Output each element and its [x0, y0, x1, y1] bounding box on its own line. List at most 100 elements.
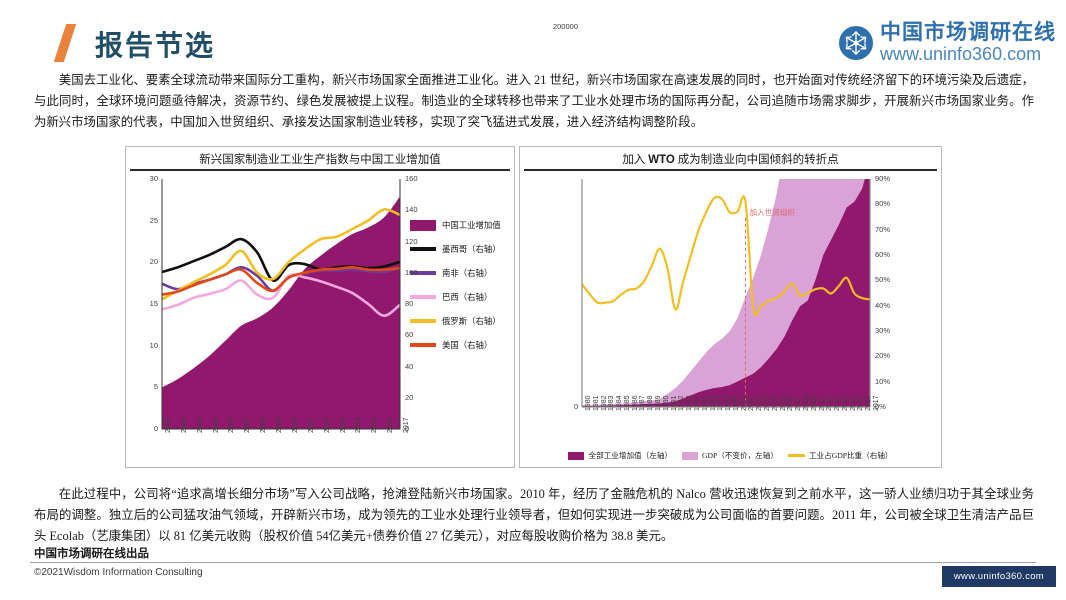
x-axis-tick-label: 2006 — [787, 395, 795, 411]
x-axis-tick-label: 1995 — [701, 395, 709, 411]
x-axis-tick-label: 2015 — [371, 417, 379, 433]
legend-swatch — [410, 271, 436, 275]
legend-label: 美国（右轴） — [442, 341, 493, 350]
legend-item[interactable]: 工业占GDP比重（右轴） — [787, 450, 893, 461]
chart-right-title-bold: WTO — [648, 154, 675, 166]
slide-header: 报告节选 中国市场调研在线 www.unin — [0, 0, 1066, 72]
accent-slash-icon — [53, 24, 77, 62]
x-axis-tick-label: 1984 — [616, 395, 624, 411]
x-axis-tick-label: 2014 — [355, 417, 363, 433]
legend-swatch — [410, 295, 436, 299]
axis-tick-label: 20 — [405, 392, 414, 402]
page-title: 报告节选 — [95, 30, 216, 61]
x-axis-tick-label: 2000 — [740, 395, 748, 411]
legend-swatch — [410, 219, 436, 231]
x-axis-tick-label: 1993 — [686, 395, 694, 411]
x-axis-tick-label: 1992 — [678, 395, 686, 411]
axis-tick-label: 20% — [875, 351, 891, 361]
legend-label: GDP（不变价，左轴） — [702, 451, 778, 460]
x-axis-tick-label: 2010 — [291, 417, 299, 433]
legend-item[interactable]: 全部工业增加值（左轴） — [568, 450, 672, 461]
legend-label: 中国工业增加值 — [442, 221, 501, 230]
x-axis-tick-label: 1985 — [623, 395, 631, 411]
x-axis-tick-label: 2004 — [771, 395, 779, 411]
axis-tick-label: 0 — [573, 402, 578, 411]
charts-container: 新兴国家制造业工业生产指数与中国工业增加值 中国工业增加值 墨西哥（右轴） 南非（右… — [125, 22, 942, 468]
x-axis-tick-label: 2017 — [403, 417, 410, 433]
series-line — [582, 195, 870, 317]
x-axis-tick-label: 1994 — [693, 395, 701, 411]
axis-tick-label: 20 — [149, 257, 158, 267]
axis-tick-label: 60% — [875, 250, 891, 259]
legend-swatch — [410, 319, 436, 323]
legend-label: 墨西哥（右轴） — [442, 245, 501, 254]
legend-label: 俄罗斯（右轴） — [442, 317, 501, 326]
x-axis-tick-label: 2002 — [165, 417, 172, 433]
axis-tick-label: 10 — [149, 340, 158, 350]
chart-left: 新兴国家制造业工业生产指数与中国工业增加值 中国工业增加值 墨西哥（右轴） 南非（右… — [125, 146, 515, 468]
axis-tick-label: 40% — [875, 300, 891, 310]
x-axis-tick-label: 2005 — [212, 417, 220, 433]
legend-swatch — [410, 247, 436, 251]
chart-right-title-prefix: 加入 — [622, 154, 649, 166]
axis-tick-label: 80% — [875, 199, 891, 209]
axis-tick-label: 15 — [149, 299, 158, 308]
legend-item[interactable]: 中国工业增加值 — [410, 213, 514, 237]
x-axis-tick-label: 2001 — [748, 395, 756, 411]
x-axis-tick-label: 1990 — [662, 395, 670, 411]
axis-tick-label: 200000 — [552, 22, 578, 31]
x-axis-tick-label: 2015 — [857, 395, 865, 411]
axis-tick-label: 40 — [405, 361, 414, 371]
chart-right-title: 加入 WTO 成为制造业向中国倾斜的转折点 — [520, 151, 941, 167]
legend-label: 南非（右轴） — [442, 269, 493, 278]
chart-right-plot — [581, 179, 871, 408]
legend-label: 工业占GDP比重（右轴） — [808, 451, 893, 460]
chart-left-plot — [161, 179, 401, 430]
footer-copyright: ©2021Wisdom Information Consulting — [34, 567, 203, 578]
chart-left-legend: 中国工业增加值 墨西哥（右轴） 南非（右轴） 巴西（右轴） 俄罗斯（右轴） 美国（右轴） — [410, 213, 514, 357]
axis-tick-label: 0% — [875, 402, 886, 411]
intro-paragraph: 美国去工业化、要素全球流动带来国际分工重构，新兴市场国家全面推进工业化。进入 2… — [34, 73, 1034, 129]
legend-item[interactable]: 俄罗斯（右轴） — [410, 309, 514, 333]
chart-left-title: 新兴国家制造业工业生产指数与中国工业增加值 — [199, 154, 441, 166]
x-axis-tick-label: 1982 — [600, 395, 608, 411]
x-axis-tick-label: 1991 — [670, 395, 678, 411]
chart-canvas — [162, 196, 400, 429]
legend-item[interactable]: 墨西哥（右轴） — [410, 237, 514, 261]
axis-tick-label: 30 — [149, 174, 158, 183]
axis-tick-label: 10% — [875, 376, 891, 386]
x-axis-tick-label: 2003 — [180, 417, 188, 433]
x-axis-tick-label: 1986 — [631, 395, 639, 411]
axis-tick-label: 120 — [405, 236, 418, 246]
axis-spine — [581, 179, 871, 408]
x-axis-tick-label: 2011 — [826, 395, 834, 411]
x-axis-tick-label: 2007 — [795, 395, 803, 411]
x-axis-tick-label: 2016 — [387, 417, 395, 433]
x-axis-tick-label: 1987 — [639, 395, 647, 411]
chart-canvas — [581, 179, 871, 408]
axis-tick-label: 50% — [875, 275, 891, 285]
axis-tick-label: 160 — [405, 174, 418, 183]
legend-item[interactable]: 南非（右轴） — [410, 261, 514, 285]
axis-tick-label: 30% — [875, 326, 891, 335]
x-axis-tick-label: 2016 — [865, 395, 873, 411]
legend-item[interactable]: GDP（不变价，左轴） — [682, 450, 778, 461]
legend-item[interactable]: 美国（右轴） — [410, 333, 514, 357]
axis-tick-label: 140 — [405, 205, 418, 215]
x-axis-tick-label: 2006 — [228, 417, 236, 433]
axis-tick-label: 70% — [875, 224, 891, 234]
x-axis-tick-label: 1989 — [655, 395, 663, 411]
chart-right: 加入 WTO 成为制造业向中国倾斜的转折点 加入世贸组织 全部工业增加值（左轴）… — [519, 22, 942, 468]
x-axis-tick-label: 2013 — [841, 395, 849, 411]
x-axis-tick-label: 2009 — [276, 417, 284, 433]
legend-label: 巴西（右轴） — [442, 293, 493, 302]
legend-item[interactable]: 巴西（右轴） — [410, 285, 514, 309]
footer-url-badge[interactable]: www.uninfo360.com — [941, 566, 1056, 587]
series-area — [582, 179, 870, 407]
x-axis-tick-label: 1997 — [717, 395, 725, 411]
footer-produced-by: 中国市场调研在线出品 — [34, 548, 149, 560]
snowflake-logo-icon — [839, 25, 873, 60]
x-axis-tick-label: 1981 — [592, 395, 600, 411]
x-axis-tick-label: 2008 — [802, 395, 810, 411]
